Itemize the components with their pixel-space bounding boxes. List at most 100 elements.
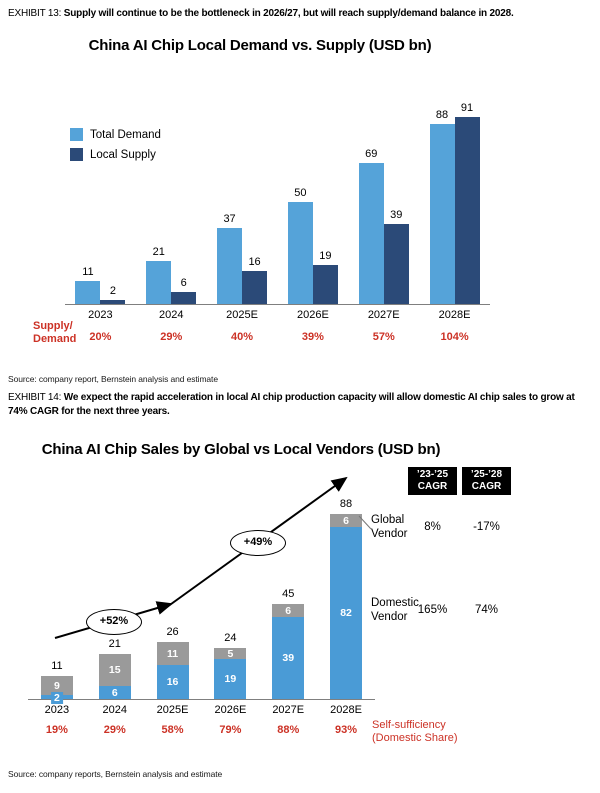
domestic-vendor-label: Domestic Vendor — [371, 597, 419, 623]
self-sufficiency-value: 58% — [161, 724, 184, 736]
chart2-group: 21 15 6 — [86, 488, 144, 699]
bar-value-label: 16 — [248, 256, 261, 268]
supply-demand-ratio-value: 29% — [160, 331, 183, 343]
exhibit14-label: EXHIBIT 14: — [8, 392, 62, 403]
global-vendor-segment: 11 — [156, 642, 189, 665]
demand-bar: 50 — [287, 187, 313, 304]
global-vendor-label: Global Vendor — [371, 514, 408, 540]
global-vendor-segment: 5 — [214, 648, 247, 660]
global-vendor-segment: 6 — [272, 604, 305, 617]
chart1-group: 11 2 — [65, 100, 136, 304]
exhibit14-caption: EXHIBIT 14: We expect the rapid accelera… — [8, 391, 596, 418]
global-vendor-cagr-25-28: -17% — [473, 521, 500, 533]
bar-pair: 37 16 — [217, 213, 268, 304]
bar-pair: 50 19 — [287, 187, 338, 304]
growth-annotation-49: +49% — [230, 530, 286, 556]
legend-item-local-supply: Local Supply — [70, 148, 161, 161]
domestic-vendor-segment-chip-label: 2 — [50, 692, 63, 704]
local-supply-swatch — [70, 148, 83, 161]
chart1-source: Source: company report, Bernstein analys… — [8, 374, 218, 384]
bar-value-label: 2 — [109, 285, 116, 297]
supply-bar: 91 — [454, 102, 480, 304]
bar-total-label: 11 — [51, 660, 63, 672]
supply-demand-ratio-value: 39% — [301, 331, 324, 343]
bar-value-label: 69 — [365, 148, 378, 160]
local-supply-label: Local Supply — [90, 148, 156, 161]
chart1-group: 88 91 — [419, 100, 490, 304]
supply-bar: 6 — [171, 277, 197, 304]
supply-bar: 2 — [100, 285, 126, 304]
domestic-vendor-segment: 6 — [98, 686, 131, 699]
domestic-vendor-cagr-23-25: 165% — [417, 604, 448, 616]
growth-annotation-52: +52% — [86, 609, 142, 635]
domestic-vendor-segment: 82 — [330, 527, 363, 699]
bar-total-label: 24 — [224, 632, 237, 644]
domestic-vendor-segment: 39 — [272, 617, 305, 699]
x-axis-label: 2025E — [156, 704, 189, 716]
chart1-group: 69 39 — [348, 100, 419, 304]
supply-bar: 16 — [242, 256, 268, 304]
x-axis-label: 2025E — [226, 309, 258, 321]
stacked-bar: 21 15 6 — [98, 638, 131, 699]
global-vendor-segment: 6 — [330, 514, 363, 527]
chart1-group: 21 6 — [136, 100, 207, 304]
supply-demand-ratio-value: 57% — [372, 331, 395, 343]
self-sufficiency-value: 93% — [335, 724, 358, 736]
demand-bar: 11 — [75, 266, 101, 304]
legend-item-total-demand: Total Demand — [70, 128, 161, 141]
chart2-group: 45 6 39 — [259, 488, 317, 699]
chart1-plot: 11 2 21 6 37 16 50 19 69 39 88 91 — [65, 100, 490, 305]
chart2-group: 11 9 2 — [28, 488, 86, 704]
total-demand-label: Total Demand — [90, 128, 161, 141]
bar-total-label: 45 — [282, 588, 295, 600]
demand-bar: 88 — [429, 109, 455, 304]
bar-pair: 88 91 — [429, 102, 480, 304]
self-sufficiency-label: Self-sufficiency (Domestic Share) — [372, 719, 458, 744]
stacked-bar: 45 6 39 — [272, 588, 305, 699]
supply-demand-ratio-value: 20% — [89, 331, 112, 343]
bar-value-label: 91 — [460, 102, 474, 114]
chart1-x-axis: 2023 2024 2025E 2026E 2027E 2028E — [65, 309, 490, 321]
exhibit13-text: Supply will continue to be the bottlenec… — [63, 8, 514, 19]
chart2-group: 88 6 82 — [317, 488, 375, 699]
bar-value-label: 11 — [82, 266, 94, 278]
x-axis-label: 2026E — [214, 704, 247, 716]
exhibit14-text: We expect the rapid acceleration in loca… — [8, 392, 575, 417]
bar-value-label: 19 — [319, 250, 332, 262]
supply-demand-ratio-value: 104% — [440, 331, 469, 343]
global-vendor-segment: 15 — [98, 654, 131, 686]
x-axis-label: 2028E — [330, 704, 362, 716]
stacked-bar: 88 6 82 — [330, 498, 363, 699]
domestic-vendor-cagr-25-28: 74% — [474, 604, 499, 616]
bar-pair: 21 6 — [146, 246, 197, 304]
x-axis-label: 2023 — [88, 309, 113, 321]
x-axis-label: 2027E — [272, 704, 305, 716]
supply-bar: 19 — [312, 250, 338, 304]
bar-value-label: 21 — [152, 246, 165, 258]
total-demand-swatch — [70, 128, 83, 141]
chart2-self-sufficiency-row: 19% 29% 58% 79% 88% 93% — [28, 724, 375, 736]
chart1-title: China AI Chip Local Demand vs. Supply (U… — [88, 37, 432, 54]
global-vendor-segment: 9 — [40, 676, 73, 695]
chart1-group: 50 19 — [277, 100, 348, 304]
chart2-title: China AI Chip Sales by Global vs Local V… — [41, 441, 441, 458]
domestic-vendor-segment: 16 — [156, 665, 189, 699]
x-axis-label: 2023 — [44, 704, 70, 716]
domestic-vendor-segment: 19 — [214, 659, 247, 699]
supply-bar: 39 — [383, 209, 409, 304]
bar-total-label: 21 — [108, 638, 121, 650]
bar-pair: 11 2 — [75, 266, 126, 304]
chart2-source: Source: company reports, Bernstein analy… — [8, 769, 223, 779]
stacked-bar: 26 11 16 — [156, 626, 189, 699]
x-axis-label: 2026E — [296, 309, 329, 321]
self-sufficiency-value: 29% — [103, 724, 126, 736]
global-vendor-cagr-23-25: 8% — [424, 521, 441, 533]
self-sufficiency-value: 88% — [277, 724, 300, 736]
bar-total-label: 26 — [166, 626, 179, 638]
supply-demand-row-label: Supply/ Demand — [33, 320, 77, 345]
x-axis-label: 2024 — [159, 309, 184, 321]
self-sufficiency-value: 79% — [219, 724, 242, 736]
chart2-group: 24 5 19 — [201, 488, 259, 699]
chart2-group: 26 11 16 — [144, 488, 202, 699]
